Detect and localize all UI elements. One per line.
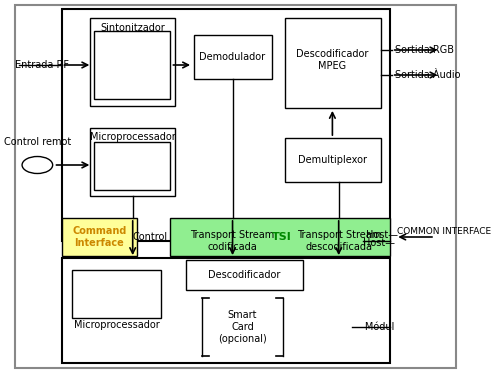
Bar	[90, 128, 175, 196]
Text: Control: Control	[132, 232, 168, 242]
Ellipse shape	[22, 157, 52, 173]
Text: TSI: TSI	[272, 232, 292, 242]
Text: descodificada: descodificada	[305, 242, 372, 252]
Text: Microprocessador: Microprocessador	[74, 320, 160, 330]
Bar	[62, 218, 137, 256]
Bar	[284, 138, 381, 182]
Text: — Módul: — Módul	[352, 322, 395, 332]
Text: Descodificador: Descodificador	[208, 270, 281, 280]
Text: Demodulador: Demodulador	[200, 52, 266, 62]
Text: Sortida RGB: Sortida RGB	[396, 45, 454, 55]
Text: Sintonitzador: Sintonitzador	[100, 23, 165, 33]
Text: Microprocessador: Microprocessador	[90, 132, 176, 142]
Text: Control remot: Control remot	[4, 137, 71, 147]
Bar	[284, 18, 381, 108]
Text: Transport Stream: Transport Stream	[296, 230, 381, 240]
Text: Smart
Card
(opcional): Smart Card (opcional)	[218, 310, 267, 344]
Bar	[170, 218, 390, 256]
Bar	[62, 9, 390, 241]
Bar	[186, 260, 302, 290]
Bar	[72, 270, 162, 318]
Text: Sortida Àudio: Sortida Àudio	[396, 70, 461, 80]
Bar	[90, 18, 175, 106]
Text: Descodificador
MPEG: Descodificador MPEG	[296, 49, 368, 71]
Text: Command
Interface: Command Interface	[72, 226, 126, 248]
Bar	[94, 31, 170, 99]
Bar	[94, 142, 170, 190]
Text: codificada: codificada	[208, 242, 258, 252]
Bar	[194, 35, 272, 79]
Text: Host—: Host—	[363, 238, 395, 248]
Text: COMMON INTERFACE: COMMON INTERFACE	[397, 228, 492, 236]
Text: Transport Stream: Transport Stream	[190, 230, 274, 240]
Text: Demultiplexor: Demultiplexor	[298, 155, 367, 165]
Text: Entrada RF: Entrada RF	[15, 60, 69, 70]
Bar	[62, 258, 390, 363]
Text: Host—: Host—	[366, 230, 398, 240]
